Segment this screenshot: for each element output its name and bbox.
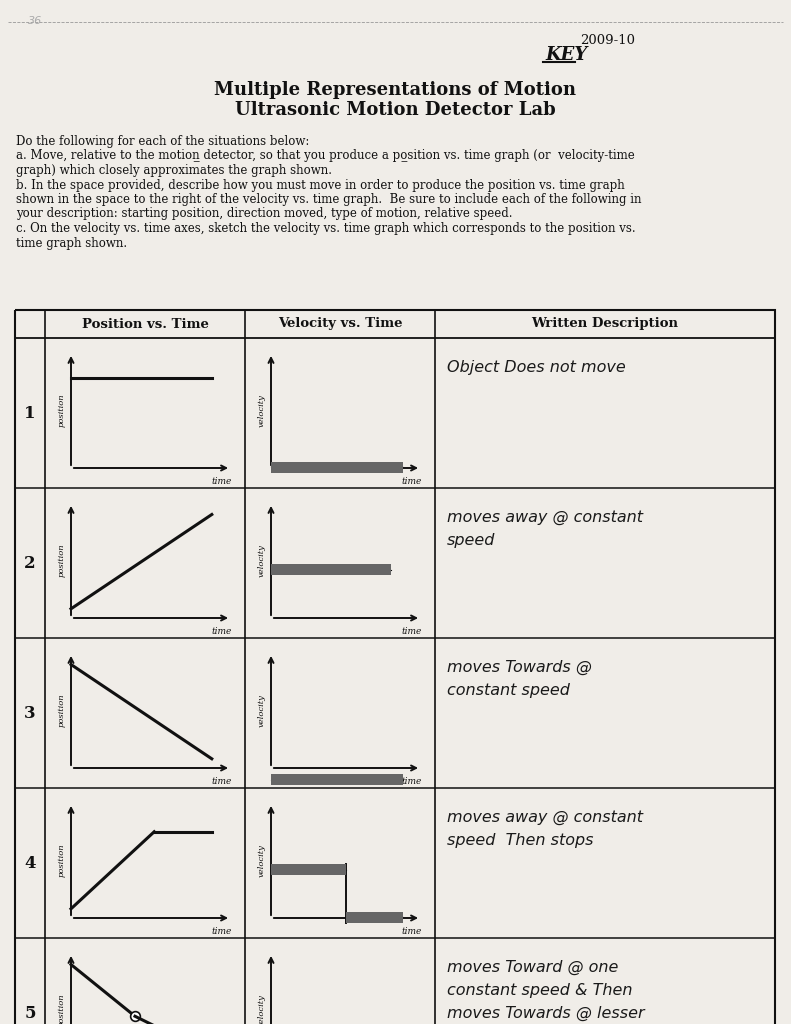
Text: 5: 5 — [25, 1005, 36, 1022]
Text: time graph shown.: time graph shown. — [16, 237, 127, 250]
Text: c. On the velocity vs. time axes, sketch the velocity vs. time graph which corre: c. On the velocity vs. time axes, sketch… — [16, 222, 636, 234]
Text: moves Toward @ one
constant speed & Then
moves Towards @ lesser
constant speed: moves Toward @ one constant speed & Then… — [447, 961, 645, 1024]
Text: moves away @ constant
speed: moves away @ constant speed — [447, 510, 643, 548]
Text: Position vs. Time: Position vs. Time — [81, 317, 209, 331]
Text: time: time — [212, 477, 232, 486]
Text: time: time — [402, 477, 422, 486]
Text: time: time — [212, 777, 232, 786]
Bar — [271, 774, 403, 785]
Text: 1: 1 — [25, 404, 36, 422]
Bar — [271, 564, 391, 575]
Text: Multiple Representations of Motion: Multiple Representations of Motion — [214, 81, 576, 99]
Text: velocity: velocity — [258, 994, 266, 1024]
Text: moves away @ constant
speed  Then stops: moves away @ constant speed Then stops — [447, 810, 643, 848]
Text: 3: 3 — [25, 705, 36, 722]
Text: a. Move, relative to the motion̲ detector, so that you produce a po̲sition vs. t: a. Move, relative to the motion̲ detecto… — [16, 150, 634, 163]
Text: time: time — [212, 927, 232, 936]
Text: position: position — [58, 393, 66, 427]
Text: position: position — [58, 844, 66, 878]
Bar — [15, 310, 775, 1024]
Text: KEY: KEY — [545, 46, 587, 63]
Text: 4: 4 — [25, 854, 36, 871]
Text: time: time — [402, 777, 422, 786]
Text: graph) which closely approximates the graph shown.: graph) which closely approximates the gr… — [16, 164, 332, 177]
Bar — [271, 462, 403, 472]
Text: time: time — [402, 927, 422, 936]
Text: position: position — [58, 993, 66, 1024]
Text: shown in the space to the right of the velocity vs. time graph.  Be sure to incl: shown in the space to the right of the v… — [16, 193, 642, 206]
Text: velocity: velocity — [258, 544, 266, 577]
Text: position: position — [58, 693, 66, 727]
Text: your description: starting position, direction moved, type of motion, relative s: your description: starting position, dir… — [16, 208, 513, 220]
Text: b. In the space provided, describe how you must move in order to produce the pos: b. In the space provided, describe how y… — [16, 178, 625, 191]
Bar — [346, 911, 403, 923]
Text: velocity: velocity — [258, 694, 266, 727]
Text: moves Towards @
constant speed: moves Towards @ constant speed — [447, 660, 592, 698]
Text: Object Does not move: Object Does not move — [447, 360, 626, 375]
Text: 2009-10: 2009-10 — [580, 34, 635, 46]
Text: time: time — [402, 627, 422, 636]
Text: time: time — [212, 627, 232, 636]
Text: position: position — [58, 544, 66, 578]
Text: 36: 36 — [28, 16, 42, 26]
Text: Written Description: Written Description — [532, 317, 679, 331]
Text: Velocity vs. Time: Velocity vs. Time — [278, 317, 403, 331]
Text: Do the following for each of the situations below:: Do the following for each of the situati… — [16, 135, 309, 148]
Text: Ultrasonic Motion Detector Lab: Ultrasonic Motion Detector Lab — [235, 101, 555, 119]
Bar — [271, 864, 346, 876]
Text: velocity: velocity — [258, 394, 266, 427]
Text: velocity: velocity — [258, 844, 266, 877]
Text: 2: 2 — [25, 555, 36, 571]
